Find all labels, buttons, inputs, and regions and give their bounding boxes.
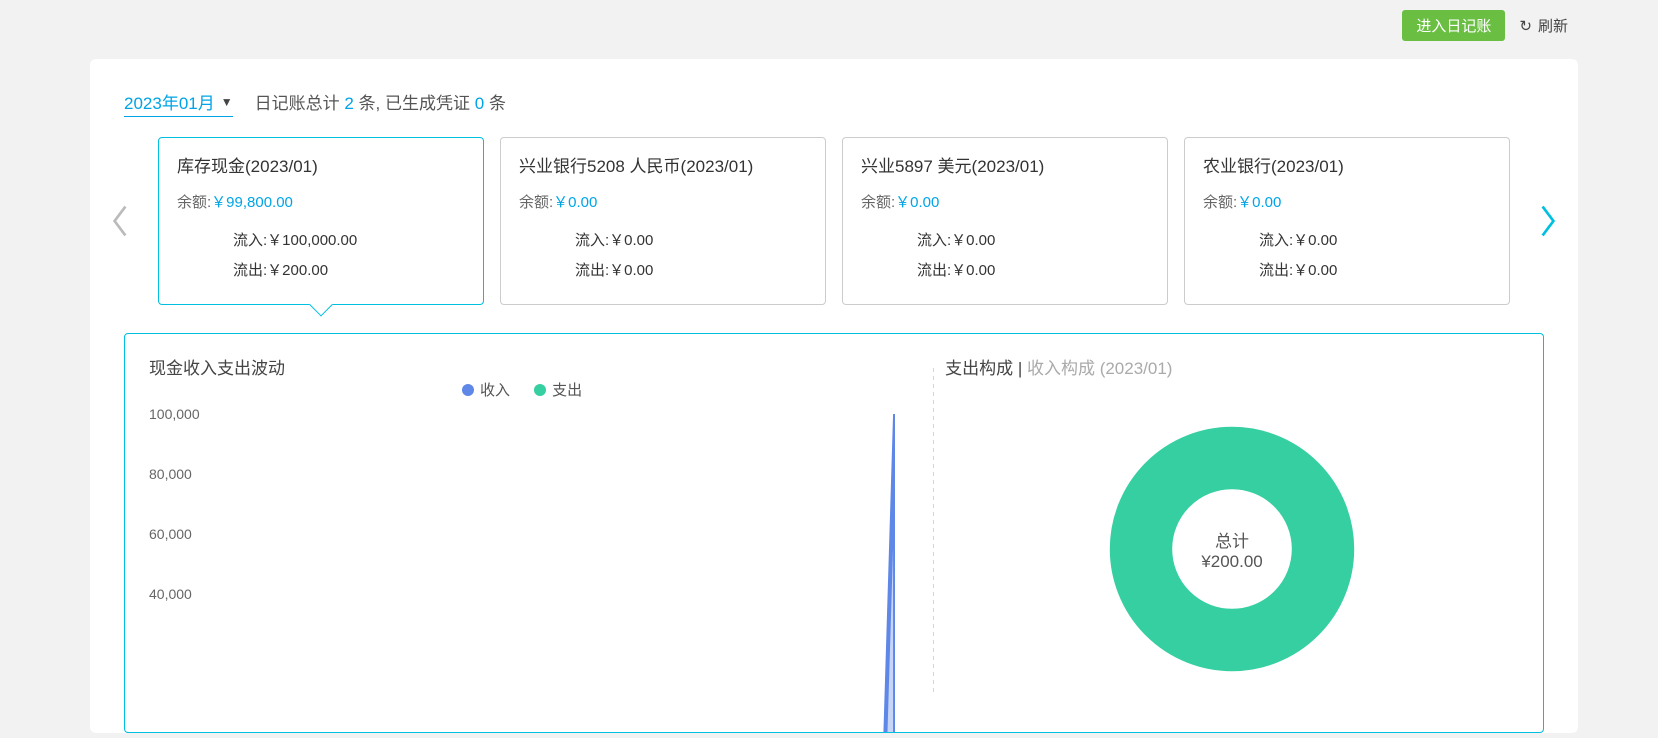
card-inflow: 流入:￥0.00 [519,226,807,256]
pie-tab-active[interactable]: 支出构成 [945,359,1013,378]
card-outflow: 流出:￥0.00 [519,256,807,286]
main-panel: 2023年01月 ▼ 日记账总计 2 条, 已生成凭证 0 条 库存现金(202… [90,59,1578,733]
pie-chart-title: 支出构成 | 收入构成 (2023/01) [945,354,1519,379]
card-title: 兴业银行5208 人民币(2023/01) [519,152,807,177]
period-label: 2023年01月 [124,89,215,114]
card-inflow: 流入:￥100,000.00 [177,226,465,256]
card-title: 兴业5897 美元(2023/01) [861,152,1149,177]
stats-count2: 0 [475,94,484,113]
refresh-label: 刷新 [1538,15,1568,36]
account-card[interactable]: 农业银行(2023/01) 余额:￥0.00 流入:￥0.00流出:￥0.00 [1184,137,1510,305]
y-tick: 40,000 [149,586,192,602]
scroll-right-button[interactable] [1526,203,1570,239]
chevron-down-icon: ▼ [221,95,233,109]
scroll-left-button[interactable] [98,203,142,239]
refresh-icon: ↻ [1519,17,1532,35]
card-title: 农业银行(2023/01) [1203,152,1491,177]
donut-center: 总计 ¥200.00 [1102,419,1362,679]
enter-journal-button[interactable]: 进入日记账 [1402,10,1505,41]
stats-mid: 条, 已生成凭证 [359,94,470,113]
card-balance: 余额:￥99,800.00 [177,191,465,212]
account-card[interactable]: 库存现金(2023/01) 余额:￥99,800.00 流入:￥100,000.00… [158,137,484,305]
period-selector[interactable]: 2023年01月 ▼ [124,89,233,117]
card-outflow: 流出:￥0.00 [861,256,1149,286]
stats-text: 日记账总计 2 条, 已生成凭证 0 条 [255,89,506,114]
y-tick: 80,000 [149,466,192,482]
chart-legend: 收入 支出 [149,379,895,400]
legend-out[interactable]: 支出 [534,379,582,400]
donut-center-value: ¥200.00 [1201,552,1262,572]
account-card[interactable]: 兴业银行5208 人民币(2023/01) 余额:￥0.00 流入:￥0.00流出:… [500,137,826,305]
pie-tab-sep: | [1013,359,1027,378]
legend-in[interactable]: 收入 [462,379,510,400]
account-card[interactable]: 兴业5897 美元(2023/01) 余额:￥0.00 流入:￥0.00流出:￥0.… [842,137,1168,305]
card-balance: 余额:￥0.00 [519,191,807,212]
refresh-button[interactable]: ↻ 刷新 [1519,15,1568,36]
y-tick: 100,000 [149,406,200,422]
stats-count1: 2 [344,94,353,113]
stats-suffix: 条 [489,94,506,113]
legend-in-label: 收入 [480,379,510,400]
card-title: 库存现金(2023/01) [177,152,465,177]
legend-out-label: 支出 [552,379,582,400]
card-balance: 余额:￥0.00 [861,191,1149,212]
pie-tab-suffix: (2023/01) [1095,359,1173,378]
card-outflow: 流出:￥200.00 [177,256,465,286]
card-balance: 余额:￥0.00 [1203,191,1491,212]
card-inflow: 流入:￥0.00 [1203,226,1491,256]
pie-tab-inactive[interactable]: 收入构成 [1027,359,1095,378]
line-chart-title: 现金收入支出波动 [149,354,895,379]
stats-prefix: 日记账总计 [255,94,340,113]
card-inflow: 流入:￥0.00 [861,226,1149,256]
card-outflow: 流出:￥0.00 [1203,256,1491,286]
donut-center-label: 总计 [1215,527,1249,552]
y-tick: 60,000 [149,526,192,542]
